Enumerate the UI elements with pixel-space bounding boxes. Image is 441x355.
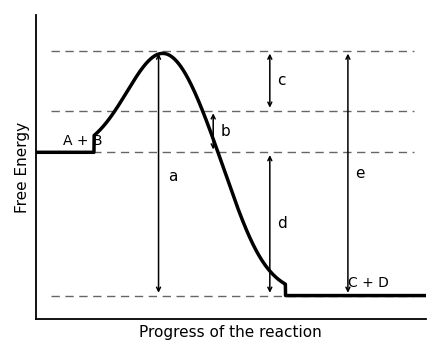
Text: C + D: C + D — [348, 276, 389, 290]
Text: c: c — [277, 73, 285, 88]
Text: d: d — [277, 217, 287, 231]
Text: b: b — [220, 124, 230, 139]
Text: e: e — [355, 166, 364, 181]
X-axis label: Progress of the reaction: Progress of the reaction — [139, 325, 322, 340]
Text: A + B: A + B — [63, 134, 102, 148]
Text: a: a — [168, 169, 178, 184]
Y-axis label: Free Energy: Free Energy — [15, 122, 30, 213]
